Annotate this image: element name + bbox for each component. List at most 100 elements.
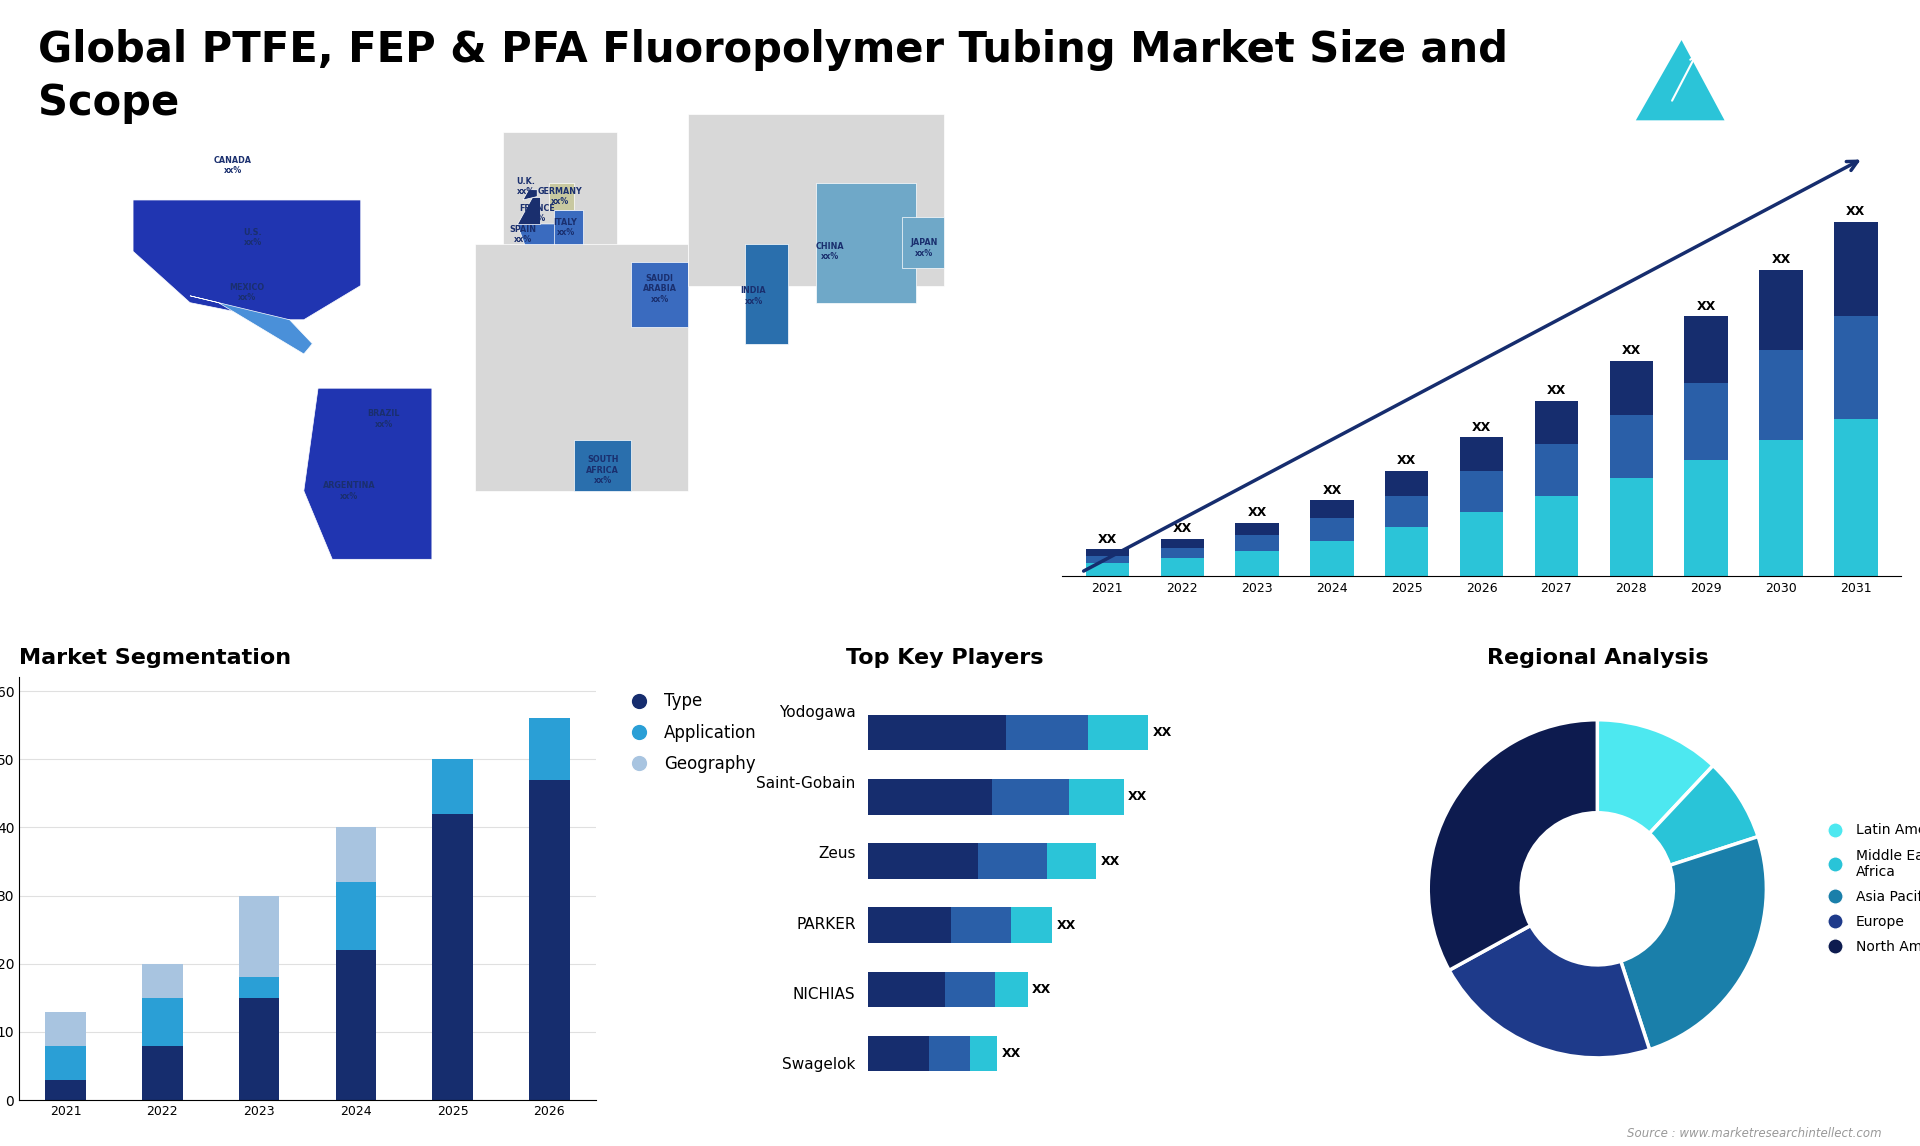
Text: GERMANY
xx%: GERMANY xx% <box>538 187 582 206</box>
Polygon shape <box>555 210 584 248</box>
Bar <box>1085 549 1129 556</box>
Text: XX: XX <box>1173 523 1192 535</box>
Text: Global PTFE, FEP & PFA Fluoropolymer Tubing Market Size and
Scope: Global PTFE, FEP & PFA Fluoropolymer Tub… <box>38 29 1509 124</box>
Text: SOUTH
AFRICA
xx%: SOUTH AFRICA xx% <box>586 455 618 485</box>
Text: JAPAN
xx%: JAPAN xx% <box>910 238 939 258</box>
Text: XX: XX <box>1622 345 1642 358</box>
Text: U.S.
xx%: U.S. xx% <box>244 228 261 248</box>
Polygon shape <box>522 190 538 201</box>
Bar <box>1160 548 1204 558</box>
Bar <box>142 964 182 998</box>
Bar <box>1534 496 1578 576</box>
Bar <box>238 896 280 978</box>
Bar <box>1609 361 1653 415</box>
Bar <box>432 814 472 1100</box>
Bar <box>1309 500 1354 518</box>
Bar <box>46 1012 86 1045</box>
Polygon shape <box>902 217 945 268</box>
Text: Source : www.marketresearchintellect.com: Source : www.marketresearchintellect.com <box>1626 1128 1882 1140</box>
Polygon shape <box>687 115 945 285</box>
Wedge shape <box>1597 720 1713 833</box>
Bar <box>336 882 376 950</box>
Polygon shape <box>190 296 313 354</box>
Bar <box>1759 351 1803 440</box>
Polygon shape <box>574 440 632 490</box>
Text: Saint-Gobain: Saint-Gobain <box>756 776 856 791</box>
Polygon shape <box>503 132 616 251</box>
Bar <box>238 998 280 1100</box>
Bar <box>1309 541 1354 576</box>
Bar <box>1534 444 1578 496</box>
Bar <box>336 827 376 882</box>
Bar <box>142 998 182 1045</box>
Text: Zeus: Zeus <box>818 846 856 861</box>
Bar <box>1309 518 1354 541</box>
Bar <box>1684 316 1728 384</box>
Text: Yodogawa: Yodogawa <box>780 705 856 720</box>
Polygon shape <box>303 388 432 559</box>
Bar <box>1459 471 1503 512</box>
Text: ITALY
xx%: ITALY xx% <box>553 218 578 237</box>
Bar <box>1459 438 1503 471</box>
Bar <box>1085 563 1129 576</box>
Bar <box>1459 512 1503 576</box>
Bar <box>336 950 376 1100</box>
Bar <box>1160 558 1204 576</box>
Polygon shape <box>516 223 561 248</box>
Text: CANADA
xx%: CANADA xx% <box>213 156 252 175</box>
Text: U.K.
xx%: U.K. xx% <box>516 176 536 196</box>
Bar <box>142 1045 182 1100</box>
Text: PARKER: PARKER <box>797 917 856 932</box>
Text: XX: XX <box>1248 507 1267 519</box>
Wedge shape <box>1428 720 1597 971</box>
Bar <box>1160 539 1204 548</box>
Legend: Type, Application, Geography: Type, Application, Geography <box>616 685 764 779</box>
Text: XX: XX <box>1847 205 1866 219</box>
Text: BRAZIL
xx%: BRAZIL xx% <box>367 409 399 429</box>
Wedge shape <box>1649 766 1759 865</box>
Bar <box>1085 556 1129 563</box>
Bar <box>46 1045 86 1080</box>
Bar <box>432 760 472 814</box>
Bar <box>1384 496 1428 527</box>
Text: INDIA
xx%: INDIA xx% <box>741 286 766 306</box>
Bar <box>1609 478 1653 576</box>
Text: CHINA
xx%: CHINA xx% <box>816 242 845 261</box>
Polygon shape <box>745 244 787 344</box>
Bar <box>1759 269 1803 351</box>
Bar <box>1384 527 1428 576</box>
Polygon shape <box>516 197 540 223</box>
Bar <box>1834 316 1878 419</box>
Bar <box>530 779 570 1100</box>
Text: MARKET
RESEARCH
INTELLECT: MARKET RESEARCH INTELLECT <box>1776 57 1834 92</box>
Text: XX: XX <box>1473 421 1492 433</box>
Bar <box>1834 222 1878 316</box>
Bar <box>1834 419 1878 576</box>
Text: XX: XX <box>1548 384 1567 397</box>
Text: XX: XX <box>1098 533 1117 545</box>
Text: SAUDI
ARABIA
xx%: SAUDI ARABIA xx% <box>643 274 676 304</box>
Wedge shape <box>1620 837 1766 1050</box>
Legend: Latin America, Middle East &
Africa, Asia Pacific, Europe, North America: Latin America, Middle East & Africa, Asi… <box>1816 818 1920 959</box>
Polygon shape <box>816 183 916 303</box>
Polygon shape <box>632 261 687 327</box>
Text: SPAIN
xx%: SPAIN xx% <box>509 225 536 244</box>
Bar <box>238 978 280 998</box>
Text: ARGENTINA
xx%: ARGENTINA xx% <box>323 481 376 501</box>
Bar <box>1759 440 1803 576</box>
Text: XX: XX <box>1772 253 1791 266</box>
Polygon shape <box>1636 40 1724 120</box>
Bar <box>1235 551 1279 576</box>
Text: XX: XX <box>1323 484 1342 496</box>
Text: MEXICO
xx%: MEXICO xx% <box>228 283 265 303</box>
Polygon shape <box>132 201 361 320</box>
Bar <box>1684 460 1728 576</box>
Title: Top Key Players: Top Key Players <box>847 647 1044 668</box>
Polygon shape <box>549 183 574 210</box>
Bar <box>1235 535 1279 551</box>
Text: FRANCE
xx%: FRANCE xx% <box>518 204 555 223</box>
Bar <box>530 719 570 779</box>
Bar <box>1384 471 1428 496</box>
Polygon shape <box>474 244 687 490</box>
Bar <box>1235 523 1279 535</box>
